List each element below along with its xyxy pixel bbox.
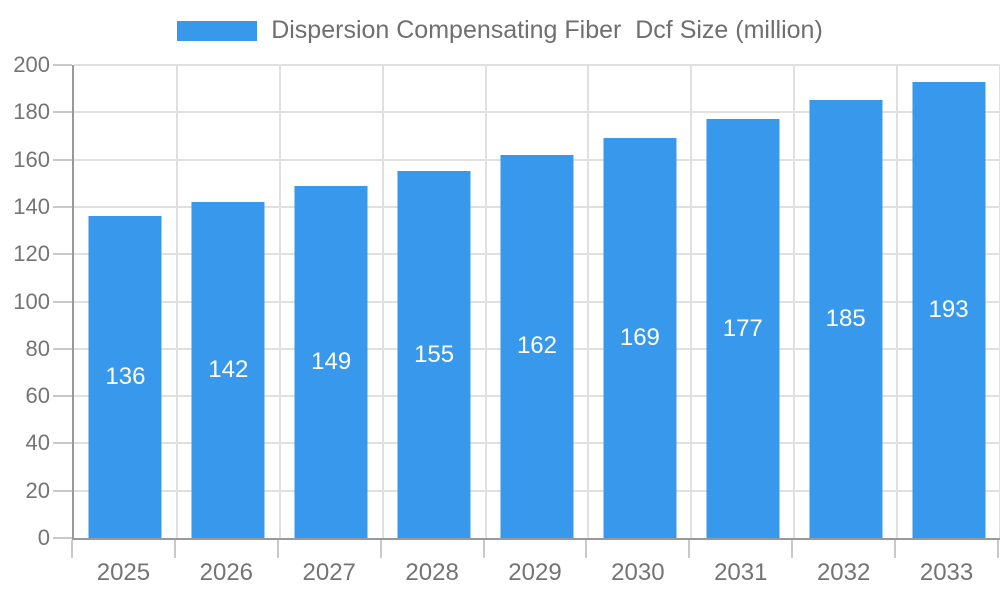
bar-slot: 149: [280, 65, 383, 538]
bar-value-label: 185: [825, 305, 866, 333]
y-tick-mark: [53, 64, 72, 66]
y-tick-label: 200: [13, 52, 50, 77]
bar-value-label: 149: [311, 347, 352, 375]
bar-slot: 155: [383, 65, 486, 538]
h-gridline: [74, 111, 1000, 114]
y-tick-mark: [53, 395, 72, 398]
y-tick-mark: [53, 300, 72, 303]
v-gridline: [484, 65, 487, 538]
bar-2029[interactable]: 162: [500, 154, 574, 538]
y-tick-mark: [53, 489, 72, 492]
x-tick-mark: [173, 540, 176, 558]
legend-item[interactable]: Dispersion Compensating Fiber Dcf Size (…: [0, 16, 1000, 45]
x-tick-label: 2030: [611, 559, 665, 586]
bar-2030[interactable]: 169: [603, 138, 677, 538]
bar-2031[interactable]: 177: [706, 119, 780, 538]
y-tick-mark: [53, 347, 72, 350]
bar-value-label: 169: [619, 324, 660, 352]
y-tick-mark: [53, 158, 72, 161]
x-tick-mark: [997, 540, 999, 558]
plot-area: 136 142 149 155 162 169 177 185 193: [72, 64, 1000, 540]
y-tick-label: 140: [13, 193, 50, 219]
y-tick-label: 20: [25, 477, 50, 503]
bar-2027[interactable]: 149: [294, 185, 368, 538]
bar-slot: 193: [897, 65, 1000, 538]
bar-slot: 185: [794, 65, 897, 538]
bar-value-label: 155: [414, 340, 455, 368]
bar-value-label: 177: [722, 314, 763, 342]
x-tick-mark: [894, 540, 897, 558]
x-tick-mark: [791, 540, 794, 558]
x-tick-label: 2031: [714, 559, 768, 586]
v-gridline: [896, 65, 899, 538]
x-tick-label: 2027: [302, 559, 356, 586]
x-tick-label: 2028: [405, 559, 459, 586]
bar-slot: 169: [588, 65, 691, 538]
y-tick-mark: [53, 253, 72, 256]
bar-value-label: 162: [516, 332, 557, 360]
h-gridline: [74, 64, 1000, 66]
legend-label: Dispersion Compensating Fiber Dcf Size (…: [271, 16, 823, 44]
bar-slot: 177: [691, 65, 794, 538]
x-tick-label: 2033: [919, 559, 974, 586]
v-gridline: [587, 65, 590, 538]
v-gridline: [381, 65, 384, 538]
y-tick-label: 40: [25, 430, 50, 456]
bar-2026[interactable]: 142: [191, 202, 265, 538]
y-tick-mark: [53, 111, 72, 114]
bar-slot: 162: [486, 65, 589, 538]
bar-2032[interactable]: 185: [809, 100, 883, 538]
y-tick-label: 100: [13, 288, 50, 314]
bar-slot: 136: [74, 65, 177, 538]
v-gridline: [690, 65, 693, 538]
v-gridline: [793, 65, 796, 538]
x-tick-label: 2026: [199, 559, 254, 586]
x-tick-mark: [276, 540, 279, 558]
y-tick-label: 160: [13, 146, 50, 172]
x-tick-label: 2025: [96, 559, 151, 586]
x-tick-mark: [688, 540, 691, 558]
bar-2028[interactable]: 155: [397, 171, 471, 538]
x-tick-mark: [379, 540, 382, 558]
y-tick-label: 0: [37, 525, 50, 550]
x-tick-label: 2032: [816, 559, 871, 586]
x-tick-mark: [482, 540, 485, 558]
bar-value-label: 193: [928, 295, 969, 323]
bar-value-label: 136: [105, 363, 146, 391]
legend-swatch-icon: [177, 20, 258, 41]
y-tick-label: 180: [13, 99, 50, 125]
x-tick-mark: [585, 540, 588, 558]
v-gridline: [175, 65, 178, 538]
y-tick-label: 60: [25, 383, 50, 409]
y-tick-mark: [53, 205, 72, 208]
bar-2033[interactable]: 193: [912, 81, 986, 538]
v-gridline: [278, 65, 281, 538]
y-tick-mark: [53, 537, 72, 539]
y-tick-label: 120: [13, 241, 50, 267]
x-tick-mark: [71, 540, 73, 558]
y-tick-mark: [53, 442, 72, 445]
bar-2025[interactable]: 136: [88, 216, 162, 538]
bar-slot: 142: [177, 65, 280, 538]
x-tick-label: 2029: [508, 559, 562, 586]
y-tick-label: 80: [25, 335, 50, 361]
bar-value-label: 142: [208, 356, 249, 384]
